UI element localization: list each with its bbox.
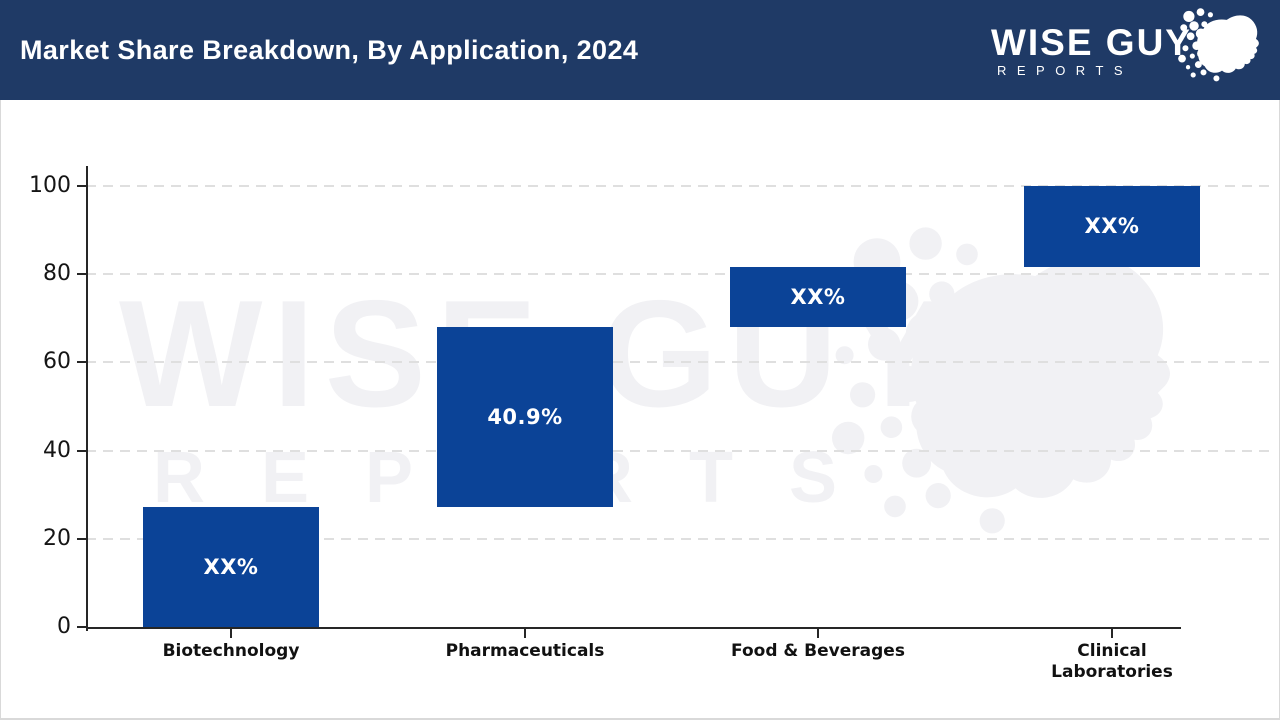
bar-value-label: XX% bbox=[790, 284, 846, 309]
gridline-20 bbox=[86, 537, 1269, 540]
x-axis-tick bbox=[230, 629, 232, 638]
gridline-80 bbox=[86, 273, 1269, 276]
y-axis-tick bbox=[77, 361, 86, 364]
x-axis-line bbox=[86, 627, 1181, 629]
bar-biotechnology: XX% bbox=[143, 507, 319, 627]
y-axis-tick-label: 0 bbox=[57, 614, 71, 639]
header: Market Share Breakdown, By Application, … bbox=[0, 0, 1280, 100]
gridline-100 bbox=[86, 185, 1269, 187]
wiseguy-head-icon bbox=[1176, 7, 1262, 93]
y-axis-tick bbox=[77, 537, 86, 540]
y-axis-tick bbox=[77, 185, 86, 187]
logo-wordmark: WISE GUY bbox=[990, 21, 1192, 63]
plot-area: WISE GUY REPORTS 020406080100XX%40.9%XX%… bbox=[0, 100, 1280, 720]
bar-food-beverages: XX% bbox=[730, 266, 906, 327]
category-label: Clinical Laboratories bbox=[1051, 641, 1173, 683]
category-label: Pharmaceuticals bbox=[445, 641, 605, 661]
logo-reports-label: REPORTS bbox=[996, 62, 1134, 78]
y-axis-tick bbox=[77, 626, 86, 628]
y-axis-tick-label: 20 bbox=[43, 525, 71, 551]
category-label: Biotechnology bbox=[162, 641, 300, 661]
y-axis-line bbox=[86, 166, 88, 631]
y-axis-tick-label: 80 bbox=[43, 261, 71, 287]
y-axis-tick-label: 100 bbox=[29, 173, 71, 198]
y-axis-tick bbox=[77, 273, 86, 276]
x-axis-tick bbox=[1111, 629, 1113, 638]
x-axis-tick bbox=[524, 629, 526, 638]
x-axis-tick bbox=[817, 629, 819, 638]
page-title: Market Share Breakdown, By Application, … bbox=[20, 34, 639, 65]
category-label: Food & Beverages bbox=[731, 641, 905, 661]
bar-clinical-laboratories: XX% bbox=[1024, 186, 1200, 267]
wiseguy-logo: WISE GUY REPORTS bbox=[991, 7, 1262, 93]
gridline-40 bbox=[86, 449, 1269, 452]
bar-pharmaceuticals: 40.9% bbox=[437, 326, 613, 508]
bar-value-label: 40.9% bbox=[487, 404, 563, 429]
gridline-60 bbox=[86, 361, 1269, 364]
y-axis-tick bbox=[77, 449, 86, 452]
y-axis-tick-label: 60 bbox=[43, 349, 71, 375]
y-axis-tick-label: 40 bbox=[43, 437, 71, 463]
bar-value-label: XX% bbox=[203, 555, 259, 580]
bar-value-label: XX% bbox=[1084, 214, 1140, 239]
